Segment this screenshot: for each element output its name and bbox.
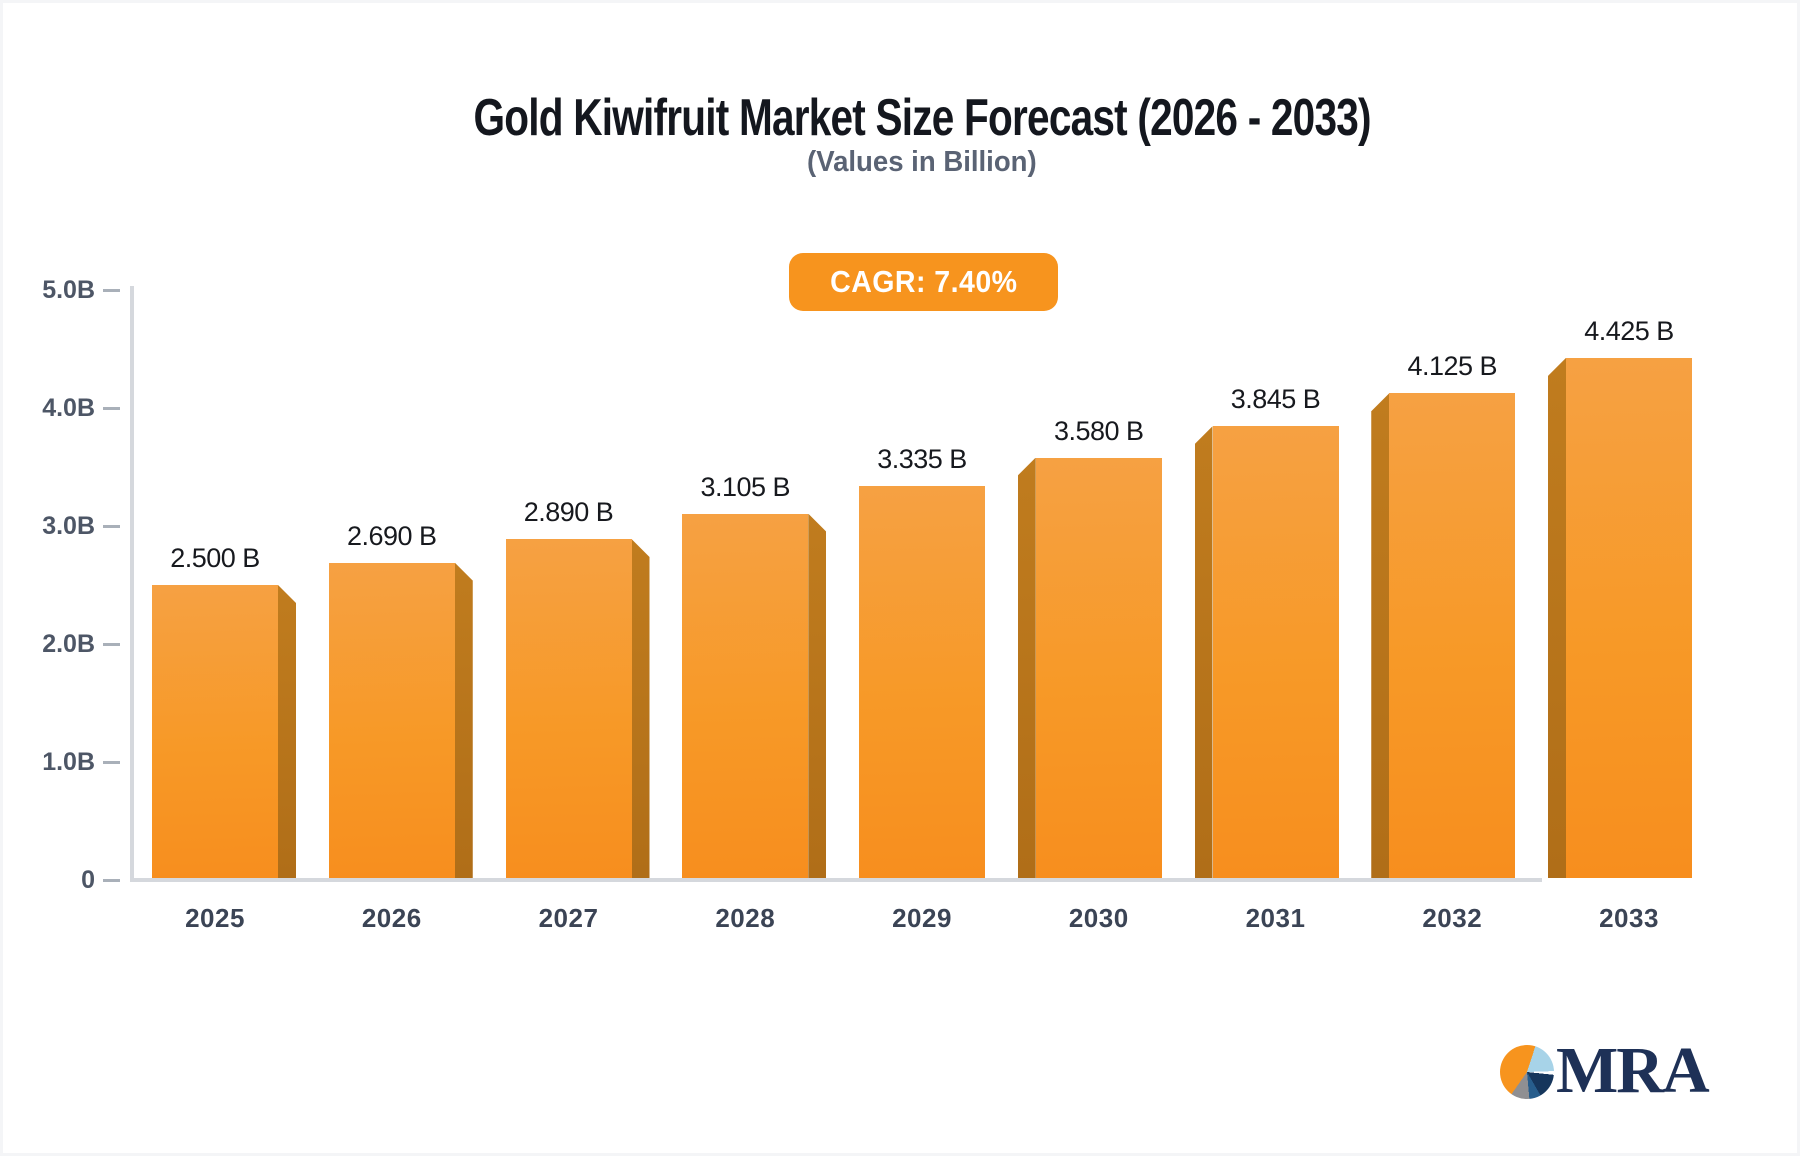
y-axis-tick-label: 3.0B (42, 511, 95, 540)
page-subtitle-wrap: (Values in Billion) (44, 146, 1800, 179)
bar-2031[interactable] (1194, 426, 1339, 878)
bar-side-face (454, 562, 473, 878)
bar-face (505, 538, 632, 878)
x-axis-label-2025: 2025 (185, 903, 245, 933)
bar-2027[interactable] (505, 538, 650, 878)
x-axis-label-2030: 2030 (1068, 903, 1129, 933)
cagr-badge-label: CAGR: 7.40% (829, 264, 1018, 299)
x-axis-label-2029: 2029 (892, 903, 952, 933)
y-axis-tick (103, 878, 120, 882)
mra-logo: MRA (1500, 1034, 1710, 1107)
page-title-wrap: Gold Kiwifruit Market Size Forecast (202… (44, 88, 1800, 148)
cagr-badge: CAGR: 7.40% (789, 253, 1058, 311)
page-title: Gold Kiwifruit Market Size Forecast (202… (473, 89, 1371, 147)
bar-side-face (1194, 426, 1213, 878)
bar-2026[interactable] (328, 562, 473, 878)
bar-face (1566, 357, 1692, 878)
x-axis-baseline (130, 878, 1542, 882)
y-axis-tick-label: 0 (81, 865, 95, 894)
x-axis-label-2026: 2026 (361, 903, 422, 933)
x-axis-label-2027: 2027 (538, 903, 599, 933)
logo-text: MRA (1556, 1034, 1710, 1107)
bar-2033[interactable] (1548, 357, 1692, 878)
bar-2029[interactable] (859, 486, 985, 878)
bar-value-label: 3.335 B (877, 444, 967, 475)
y-axis-tick (103, 406, 120, 410)
x-axis-label-2033: 2033 (1599, 903, 1659, 933)
pie-chart-icon (1500, 1045, 1554, 1099)
y-axis-tick (103, 642, 120, 646)
y-axis-tick (103, 760, 120, 764)
y-axis-tick-label: 5.0B (42, 275, 95, 304)
bar-value-label: 4.125 B (1407, 351, 1498, 382)
bar-face (1035, 457, 1162, 878)
bar-side-face (1371, 393, 1390, 878)
x-axis-label-2032: 2032 (1422, 903, 1483, 933)
bar-value-label: 4.425 B (1584, 315, 1674, 346)
bar-2025[interactable] (152, 585, 296, 878)
bar-value-label: 2.890 B (523, 496, 614, 527)
bar-value-label: 3.845 B (1230, 384, 1321, 415)
bar-value-label: 3.580 B (1053, 415, 1144, 446)
bar-2028[interactable] (682, 513, 827, 878)
bar-side-face (631, 538, 650, 878)
bar-side-face (808, 513, 827, 878)
y-axis-line (130, 286, 134, 880)
bar-face (152, 585, 278, 878)
bar-2032[interactable] (1371, 393, 1516, 878)
page-subtitle: (Values in Billion) (807, 146, 1037, 178)
x-axis-label-2028: 2028 (715, 903, 776, 933)
y-axis-tick-label: 1.0B (42, 747, 95, 776)
y-axis-tick-label: 2.0B (42, 629, 95, 658)
bar-face (859, 486, 985, 878)
bar-face (1389, 393, 1516, 878)
x-axis-label-2031: 2031 (1245, 903, 1306, 933)
bar-side-face (1017, 457, 1036, 878)
y-axis-tick (103, 288, 120, 292)
bar-side-face (278, 585, 296, 878)
bar-face (1212, 426, 1339, 878)
bar-face (328, 562, 455, 878)
bar-face (682, 513, 809, 878)
bar-value-label: 3.105 B (700, 471, 791, 502)
bar-2030[interactable] (1017, 457, 1162, 878)
bar-side-face (1548, 357, 1566, 878)
bar-value-label: 2.500 B (170, 543, 260, 573)
bar-value-label: 2.690 B (346, 520, 437, 551)
y-axis-tick-label: 4.0B (42, 393, 95, 422)
y-axis-tick (103, 524, 120, 528)
